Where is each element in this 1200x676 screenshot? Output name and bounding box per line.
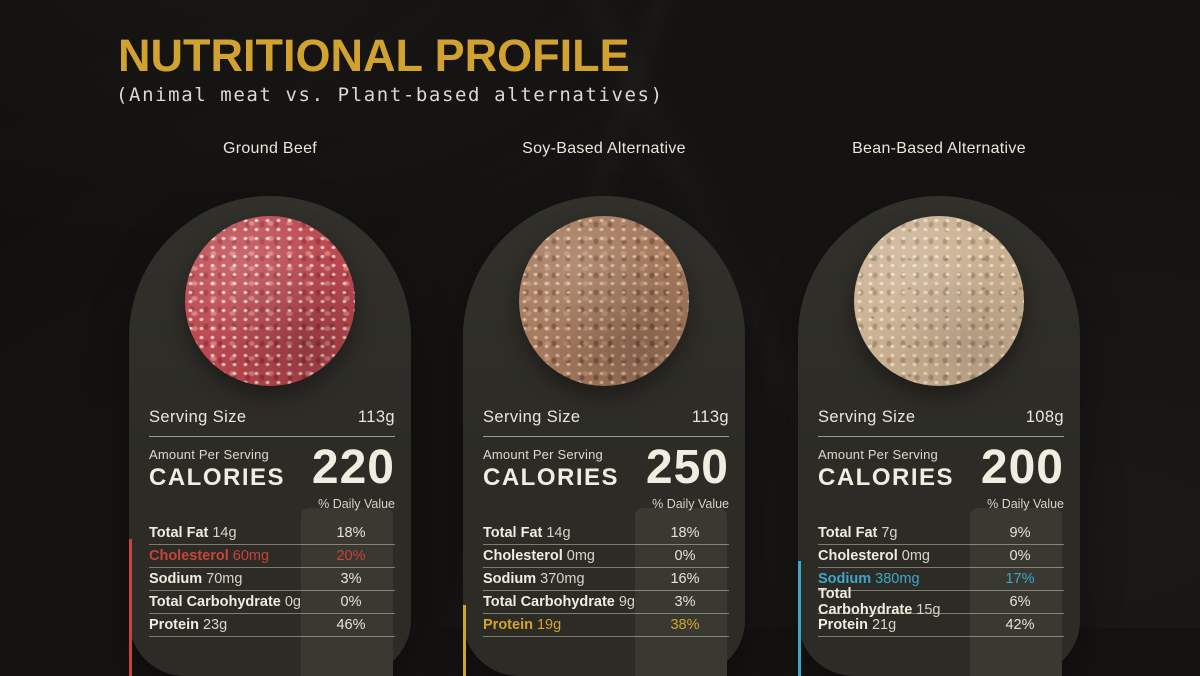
serving-size-value: 113g <box>357 408 395 426</box>
amount-per-serving-label: Amount Per Serving <box>818 447 938 462</box>
table-row: Total Carbohydrate 0g 0% <box>149 590 395 613</box>
nutrient-cell: Protein 23g <box>149 617 228 633</box>
nutrient-cell: Total Carbohydrate 15g <box>818 586 941 618</box>
serving-size-value: 108g <box>1025 408 1064 426</box>
ground-beef-patty-image <box>185 216 355 386</box>
nutrient-table: Total Fat 14g 18% Cholesterol 0mg 0% Sodiu… <box>483 522 729 637</box>
table-row: Total Fat 14g 18% <box>149 522 395 544</box>
soy-patty-image <box>519 216 689 386</box>
highlight-accent-bar <box>798 561 801 676</box>
table-row: Sodium 70mg 3% <box>149 567 395 590</box>
serving-size-label: Serving Size <box>818 408 916 426</box>
calories-label: CALORIES <box>818 464 955 491</box>
card-title: Soy-Based Alternative <box>522 140 686 157</box>
table-row: Sodium 370mg 16% <box>483 567 729 590</box>
daily-value-label: % Daily Value <box>652 497 729 511</box>
nutrient-cell: Cholesterol 60mg <box>149 548 270 564</box>
calories-label: CALORIES <box>149 464 286 491</box>
serving-size-row: Serving Size 113g <box>483 408 729 437</box>
calories-block: Amount Per Serving CALORIES 220 % Daily … <box>149 441 395 512</box>
nutrient-cell: Total Fat 14g <box>149 525 237 541</box>
table-row: Total Carbohydrate 15g 6% <box>818 586 1064 618</box>
card-title: Ground Beef <box>222 140 318 157</box>
nutrient-cell: Sodium 370mg <box>483 571 585 587</box>
table-row: Cholesterol 0mg 0% <box>818 544 1064 567</box>
serving-size-label: Serving Size <box>483 408 581 426</box>
table-row: Protein 23g 46% <box>149 613 395 637</box>
serving-size-label: Serving Size <box>149 408 247 426</box>
nutrition-label: Serving Size 113g Amount Per Serving CAL… <box>149 408 395 637</box>
page-subtitle: (Animal meat vs. Plant-based alternative… <box>116 84 664 106</box>
daily-value-cell: 3% <box>674 594 696 610</box>
table-row: Protein 19g 38% <box>483 613 729 637</box>
nutrient-cell: Protein 21g <box>818 617 897 633</box>
calories-label: CALORIES <box>483 464 620 491</box>
nutrition-label: Serving Size 113g Amount Per Serving CAL… <box>483 408 729 637</box>
daily-value-cell: 3% <box>340 571 362 587</box>
daily-value-label: % Daily Value <box>318 497 395 511</box>
daily-value-cell: 46% <box>336 617 366 633</box>
daily-value-cell: 0% <box>1009 548 1031 564</box>
table-row: Cholesterol 0mg 0% <box>483 544 729 567</box>
card-soy-based: Soy-Based Alternative Serving Size 113g … <box>463 140 745 676</box>
calories-block: Amount Per Serving CALORIES 250 % Daily … <box>483 441 729 512</box>
daily-value-cell: 9% <box>1009 525 1031 541</box>
daily-value-cell: 42% <box>1005 617 1035 633</box>
bean-patty-image <box>854 216 1024 386</box>
nutrient-cell: Protein 19g <box>483 617 562 633</box>
nutrient-table: Total Fat 14g 18% Cholesterol 60mg 20% Sod… <box>149 522 395 637</box>
serving-size-value: 113g <box>691 408 729 426</box>
nutrient-cell: Total Fat 14g <box>483 525 571 541</box>
daily-value-cell: 38% <box>670 617 700 633</box>
daily-value-cell: 18% <box>336 525 366 541</box>
daily-value-cell: 20% <box>336 548 366 564</box>
highlight-accent-bar <box>129 539 132 676</box>
daily-value-cell: 16% <box>670 571 700 587</box>
table-row: Total Carbohydrate 9g 3% <box>483 590 729 613</box>
serving-size-row: Serving Size 108g <box>818 408 1064 437</box>
page-title: NUTRITIONAL PROFILE <box>118 30 630 81</box>
serving-size-row: Serving Size 113g <box>149 408 395 437</box>
nutrient-cell: Sodium 380mg <box>818 571 920 587</box>
nutrient-cell: Cholesterol 0mg <box>483 548 595 564</box>
daily-value-cell: 18% <box>670 525 700 541</box>
highlight-accent-bar <box>463 605 466 676</box>
daily-value-cell: 0% <box>340 594 362 610</box>
card-ground-beef: Ground Beef Serving Size 113g Amount Per… <box>129 140 411 676</box>
nutrient-cell: Cholesterol 0mg <box>818 548 930 564</box>
table-row: Total Fat 7g 9% <box>818 522 1064 544</box>
nutrient-cell: Total Carbohydrate 9g <box>483 594 635 610</box>
calories-value: 200 <box>980 441 1064 494</box>
daily-value-cell: 0% <box>674 548 696 564</box>
table-row: Total Fat 14g 18% <box>483 522 729 544</box>
calories-value: 220 <box>311 441 395 494</box>
table-row: Cholesterol 60mg 20% <box>149 544 395 567</box>
nutrient-table: Total Fat 7g 9% Cholesterol 0mg 0% Sodium 3… <box>818 522 1064 637</box>
calories-value: 250 <box>645 441 729 494</box>
daily-value-cell: 17% <box>1005 571 1035 587</box>
card-bean-based: Bean-Based Alternative Serving Size 108g… <box>798 140 1080 676</box>
nutrient-cell: Total Fat 7g <box>818 525 898 541</box>
table-row: Sodium 380mg 17% <box>818 567 1064 590</box>
card-title: Bean-Based Alternative <box>852 140 1026 157</box>
nutrition-label: Serving Size 108g Amount Per Serving CAL… <box>818 408 1064 637</box>
daily-value-label: % Daily Value <box>987 497 1064 511</box>
amount-per-serving-label: Amount Per Serving <box>149 447 269 462</box>
amount-per-serving-label: Amount Per Serving <box>483 447 603 462</box>
nutrient-cell: Total Carbohydrate 0g <box>149 594 301 610</box>
daily-value-cell: 6% <box>1009 594 1031 610</box>
nutrient-cell: Sodium 70mg <box>149 571 243 587</box>
calories-block: Amount Per Serving CALORIES 200 % Daily … <box>818 441 1064 512</box>
